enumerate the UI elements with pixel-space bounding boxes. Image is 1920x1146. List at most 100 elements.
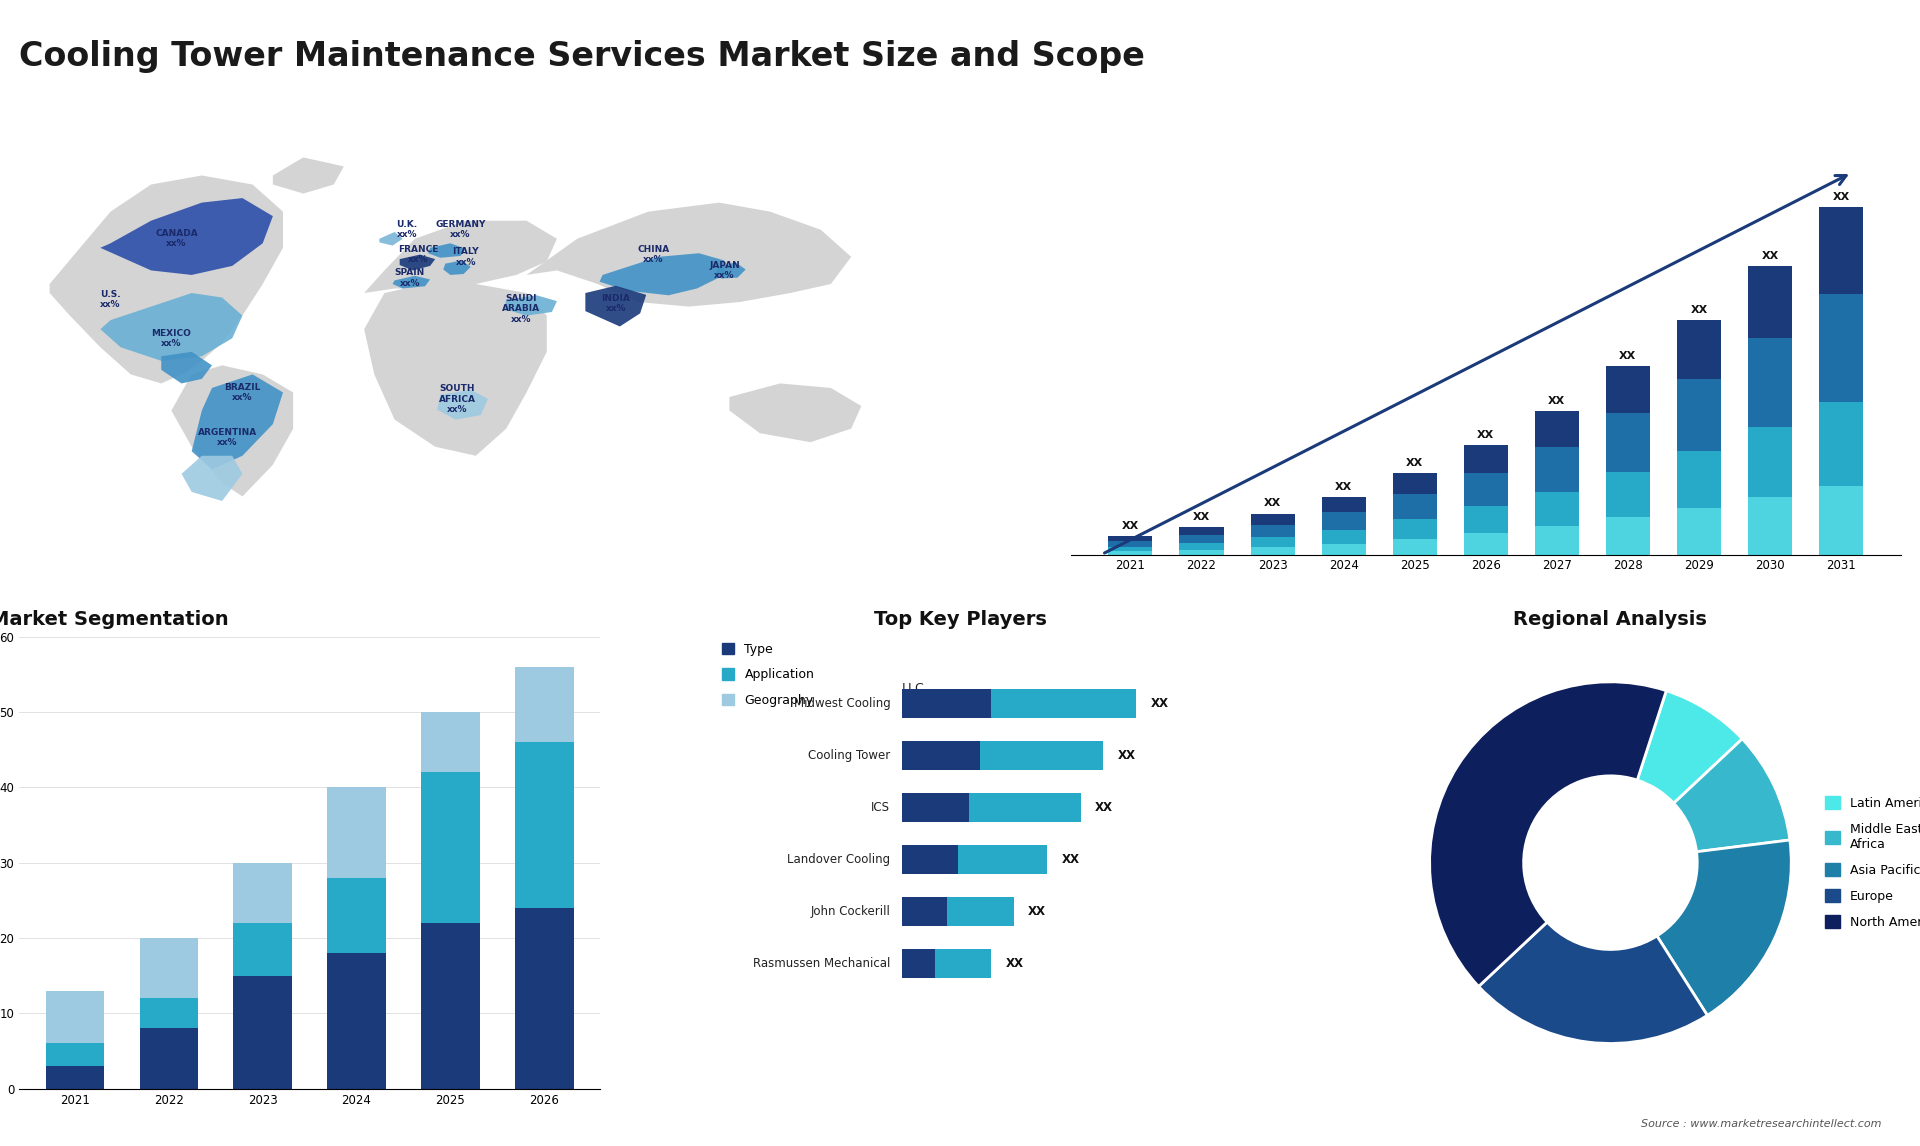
Text: John Cockerill: John Cockerill [810,904,891,918]
Bar [1179,535,1223,543]
Wedge shape [1638,691,1741,803]
Bar [1250,547,1294,555]
Polygon shape [161,352,211,384]
Text: CHINA
xx%: CHINA xx% [637,245,670,265]
Polygon shape [599,253,724,296]
Bar [140,939,198,998]
Polygon shape [730,384,862,442]
Bar [1108,541,1152,547]
Text: Source : www.marketresearchintellect.com: Source : www.marketresearchintellect.com [1642,1118,1882,1129]
Polygon shape [399,254,436,270]
Bar [1534,492,1578,526]
Bar [1179,543,1223,550]
Bar [1250,513,1294,525]
Text: FRANCE
xx%: FRANCE xx% [397,245,438,265]
Text: XX: XX [1548,395,1565,406]
Text: Market Segmentation: Market Segmentation [0,611,228,629]
Text: INDIA
xx%: INDIA xx% [601,293,630,313]
Bar [1108,551,1152,555]
FancyBboxPatch shape [935,949,991,978]
Legend: Type, Application, Geography: Type, Application, Geography [722,643,814,707]
Bar [328,878,386,953]
Bar [1108,547,1152,551]
Bar [46,1044,104,1066]
Text: SAUDI
ARABIA
xx%: SAUDI ARABIA xx% [503,293,541,323]
Bar [234,975,292,1089]
Polygon shape [365,284,547,456]
Bar [1463,507,1507,533]
Polygon shape [526,203,851,307]
Text: XX: XX [1121,520,1139,531]
Bar [328,787,386,878]
Bar [1676,452,1720,508]
Text: ARGENTINA
xx%: ARGENTINA xx% [198,427,257,447]
Polygon shape [192,375,282,470]
FancyBboxPatch shape [902,845,958,874]
Text: Midwest Cooling: Midwest Cooling [793,697,891,709]
Bar [328,953,386,1089]
Text: JAPAN
xx%: JAPAN xx% [708,260,739,280]
Bar [1463,533,1507,555]
Text: U.K.
xx%: U.K. xx% [396,220,417,240]
Bar [46,991,104,1044]
FancyBboxPatch shape [947,896,1014,926]
Title: Regional Analysis: Regional Analysis [1513,611,1707,629]
FancyBboxPatch shape [902,896,947,926]
Wedge shape [1430,682,1667,987]
Bar [1534,526,1578,555]
Bar [234,863,292,923]
Bar [515,908,574,1089]
Polygon shape [444,260,470,275]
Text: Cooling Tower: Cooling Tower [808,748,891,762]
Text: SOUTH
AFRICA
xx%: SOUTH AFRICA xx% [440,384,476,414]
Text: XX: XX [1027,904,1046,918]
Bar [1818,402,1862,486]
Text: Rasmussen Mechanical: Rasmussen Mechanical [753,957,891,970]
FancyBboxPatch shape [979,740,1102,770]
Bar [1747,338,1791,427]
Bar [420,712,480,772]
Legend: Latin America, Middle East &
Africa, Asia Pacific, Europe, North America: Latin America, Middle East & Africa, Asi… [1820,792,1920,934]
Wedge shape [1478,923,1707,1044]
Polygon shape [273,157,344,194]
Bar [420,923,480,1089]
Title: Top Key Players: Top Key Players [874,611,1046,629]
Bar [1676,321,1720,379]
Text: LLC.: LLC. [902,682,929,696]
Bar [1818,486,1862,555]
Bar [1676,508,1720,555]
Bar [1605,414,1649,472]
Bar [515,743,574,908]
Text: ITALY
xx%: ITALY xx% [453,248,478,267]
Text: Landover Cooling: Landover Cooling [787,853,891,865]
Polygon shape [586,285,647,327]
Bar [1392,519,1436,539]
Text: XX: XX [1263,499,1281,509]
Polygon shape [50,175,282,384]
Bar [1250,525,1294,536]
Bar [234,923,292,975]
Bar [1676,379,1720,452]
Bar [1605,366,1649,414]
Bar [140,1028,198,1089]
Polygon shape [182,456,242,501]
Text: GERMANY
xx%: GERMANY xx% [436,220,486,240]
Polygon shape [100,198,273,275]
Bar [1108,536,1152,541]
Text: XX: XX [1062,853,1079,865]
Text: XX: XX [1334,481,1352,492]
FancyBboxPatch shape [958,845,1046,874]
Bar [1392,494,1436,519]
Polygon shape [438,390,488,419]
Text: XX: XX [1619,351,1636,361]
Bar [1747,497,1791,555]
Text: SPAIN
xx%: SPAIN xx% [396,268,424,288]
Text: XX: XX [1094,801,1114,814]
Wedge shape [1674,739,1789,851]
Bar [1818,207,1862,293]
FancyBboxPatch shape [902,793,970,822]
Bar [1392,539,1436,555]
Bar [1605,472,1649,517]
Bar [1321,497,1365,512]
Bar [1179,550,1223,555]
